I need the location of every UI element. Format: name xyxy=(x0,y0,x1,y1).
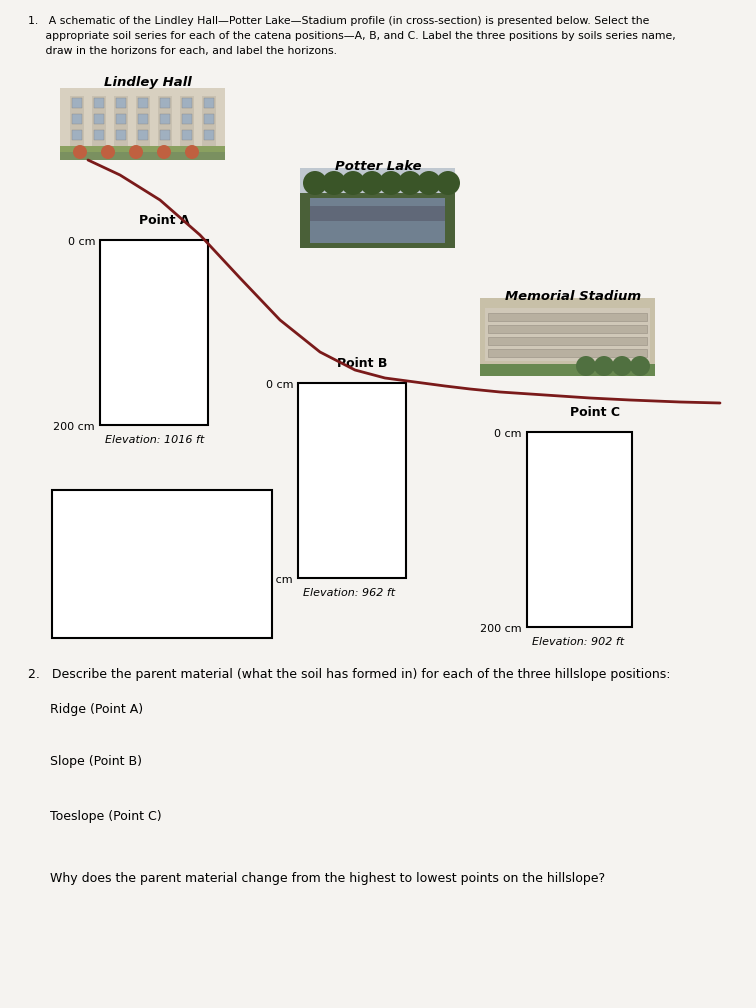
Text: Point B: Point B xyxy=(337,357,387,370)
Bar xyxy=(138,130,148,140)
Circle shape xyxy=(322,171,346,195)
Text: Ridge (Point A): Ridge (Point A) xyxy=(50,703,143,716)
Bar xyxy=(204,114,214,124)
Text: Elevation: 902 ft: Elevation: 902 ft xyxy=(532,637,624,647)
Bar xyxy=(94,98,104,108)
Bar xyxy=(60,146,225,152)
Bar xyxy=(527,432,632,627)
Text: Elevation: 962 ft: Elevation: 962 ft xyxy=(303,588,395,598)
Bar xyxy=(182,98,192,108)
Text: 0 cm: 0 cm xyxy=(265,380,293,390)
Text: 0 cm: 0 cm xyxy=(494,429,522,439)
Text: 200 cm: 200 cm xyxy=(252,575,293,585)
Circle shape xyxy=(101,145,115,159)
Circle shape xyxy=(630,356,650,376)
Bar xyxy=(485,308,650,361)
Bar xyxy=(480,364,655,376)
Text: Point C: Point C xyxy=(569,406,619,419)
Text: Point B =: Point B = xyxy=(64,562,122,575)
Text: Lindley Hall: Lindley Hall xyxy=(104,76,192,89)
Text: 200 cm: 200 cm xyxy=(54,422,95,432)
Text: appropriate soil series for each of the catena positions—A, B, and C. Label the : appropriate soil series for each of the … xyxy=(28,31,676,41)
Text: Memorial Stadium: Memorial Stadium xyxy=(505,290,641,303)
Bar xyxy=(60,88,225,160)
Text: draw in the horizons for each, and label the horizons.: draw in the horizons for each, and label… xyxy=(28,46,337,56)
Circle shape xyxy=(341,171,365,195)
Bar xyxy=(70,96,84,148)
Bar xyxy=(182,114,192,124)
Text: Potter Lake: Potter Lake xyxy=(335,160,421,173)
Bar xyxy=(488,349,647,357)
Bar xyxy=(100,240,208,425)
Bar xyxy=(92,96,106,148)
Bar xyxy=(116,114,126,124)
Bar xyxy=(204,98,214,108)
Bar xyxy=(160,114,170,124)
Circle shape xyxy=(379,171,403,195)
Bar xyxy=(138,98,148,108)
Bar xyxy=(72,98,82,108)
Text: 2.   Describe the parent material (what the soil has formed in) for each of the : 2. Describe the parent material (what th… xyxy=(28,668,671,681)
Circle shape xyxy=(303,171,327,195)
Bar xyxy=(94,130,104,140)
Bar xyxy=(160,98,170,108)
Text: Point A =: Point A = xyxy=(64,530,122,543)
Circle shape xyxy=(129,145,143,159)
Bar xyxy=(116,98,126,108)
Circle shape xyxy=(398,171,422,195)
Bar xyxy=(300,168,455,193)
Text: Soil series names:: Soil series names: xyxy=(64,500,215,515)
Text: 1.   A schematic of the Lindley Hall—Potter Lake—Stadium profile (in cross-secti: 1. A schematic of the Lindley Hall—Potte… xyxy=(28,16,649,26)
Bar xyxy=(136,96,150,148)
Bar xyxy=(52,490,272,638)
Bar xyxy=(60,150,225,160)
Text: Why does the parent material change from the highest to lowest points on the hil: Why does the parent material change from… xyxy=(50,872,605,885)
Bar xyxy=(138,114,148,124)
Bar xyxy=(72,114,82,124)
Circle shape xyxy=(594,356,614,376)
Bar xyxy=(310,206,445,221)
Text: Slope (Point B): Slope (Point B) xyxy=(50,755,142,768)
Bar xyxy=(310,198,445,243)
Bar xyxy=(72,130,82,140)
Bar xyxy=(114,96,128,148)
Text: Point A: Point A xyxy=(139,214,189,227)
Bar xyxy=(94,114,104,124)
Bar xyxy=(488,313,647,321)
Bar xyxy=(300,168,455,248)
Bar xyxy=(202,96,216,148)
Circle shape xyxy=(417,171,441,195)
Text: Elevation: 1016 ft: Elevation: 1016 ft xyxy=(105,435,204,445)
Bar xyxy=(116,130,126,140)
Text: Toeslope (Point C): Toeslope (Point C) xyxy=(50,810,162,823)
Circle shape xyxy=(360,171,384,195)
Text: 0 cm: 0 cm xyxy=(67,237,95,247)
Circle shape xyxy=(157,145,171,159)
Circle shape xyxy=(576,356,596,376)
Text: 200 cm: 200 cm xyxy=(480,624,522,634)
Bar xyxy=(298,383,406,578)
Circle shape xyxy=(436,171,460,195)
Bar xyxy=(488,337,647,345)
Circle shape xyxy=(73,145,87,159)
Bar xyxy=(182,130,192,140)
Circle shape xyxy=(612,356,632,376)
Bar xyxy=(158,96,172,148)
Bar xyxy=(160,130,170,140)
Text: Point C =: Point C = xyxy=(64,594,122,607)
Circle shape xyxy=(185,145,199,159)
Bar xyxy=(204,130,214,140)
Bar xyxy=(180,96,194,148)
Bar xyxy=(488,325,647,333)
Bar xyxy=(480,298,655,376)
